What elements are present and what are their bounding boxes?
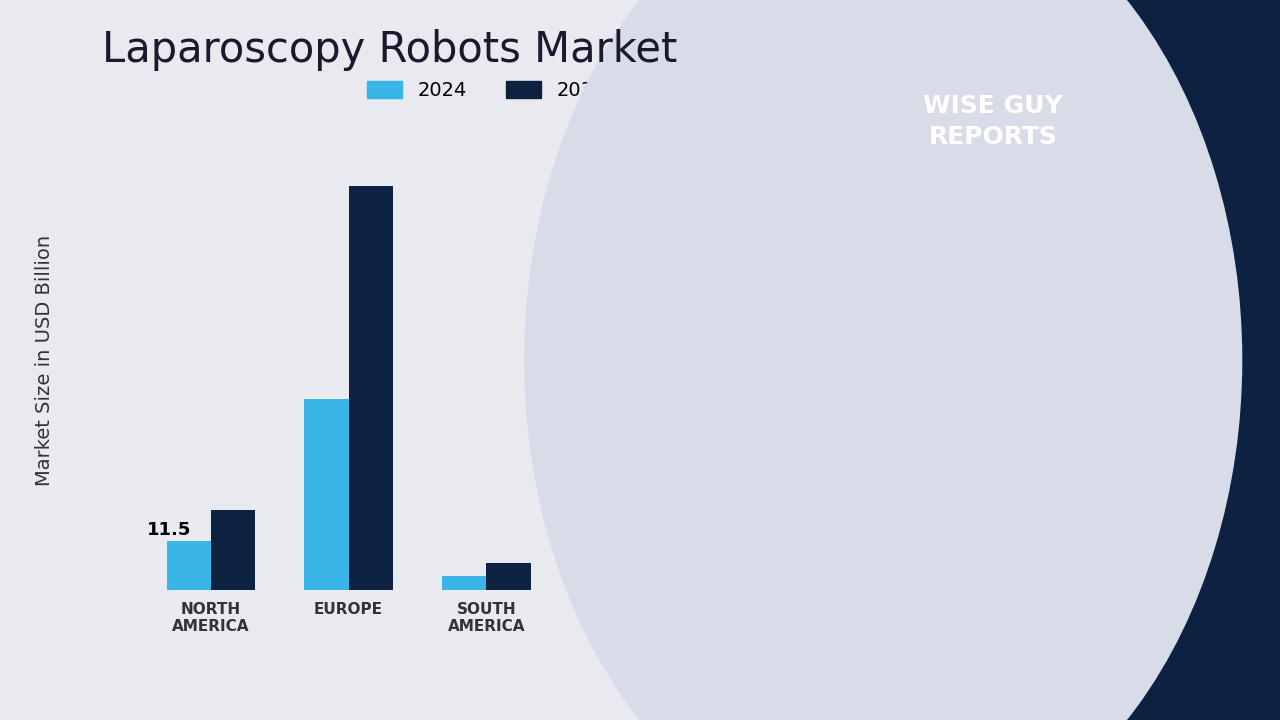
Legend: 2024, 2032: 2024, 2032 (357, 71, 616, 110)
Bar (762, 199, 806, 590)
Bar (305, 399, 348, 590)
Text: 11.5: 11.5 (147, 521, 192, 539)
Bar (580, 412, 625, 590)
Bar (348, 186, 393, 590)
Text: WISE GUY
REPORTS: WISE GUY REPORTS (923, 94, 1062, 149)
Text: Market Size in USD Billion: Market Size in USD Billion (36, 235, 54, 485)
Bar (211, 510, 255, 590)
Bar (166, 541, 211, 590)
Bar (625, 199, 668, 590)
Text: Laparoscopy Robots Market: Laparoscopy Robots Market (102, 29, 678, 71)
Bar (486, 563, 530, 590)
Bar (718, 420, 762, 590)
Bar (443, 575, 486, 590)
